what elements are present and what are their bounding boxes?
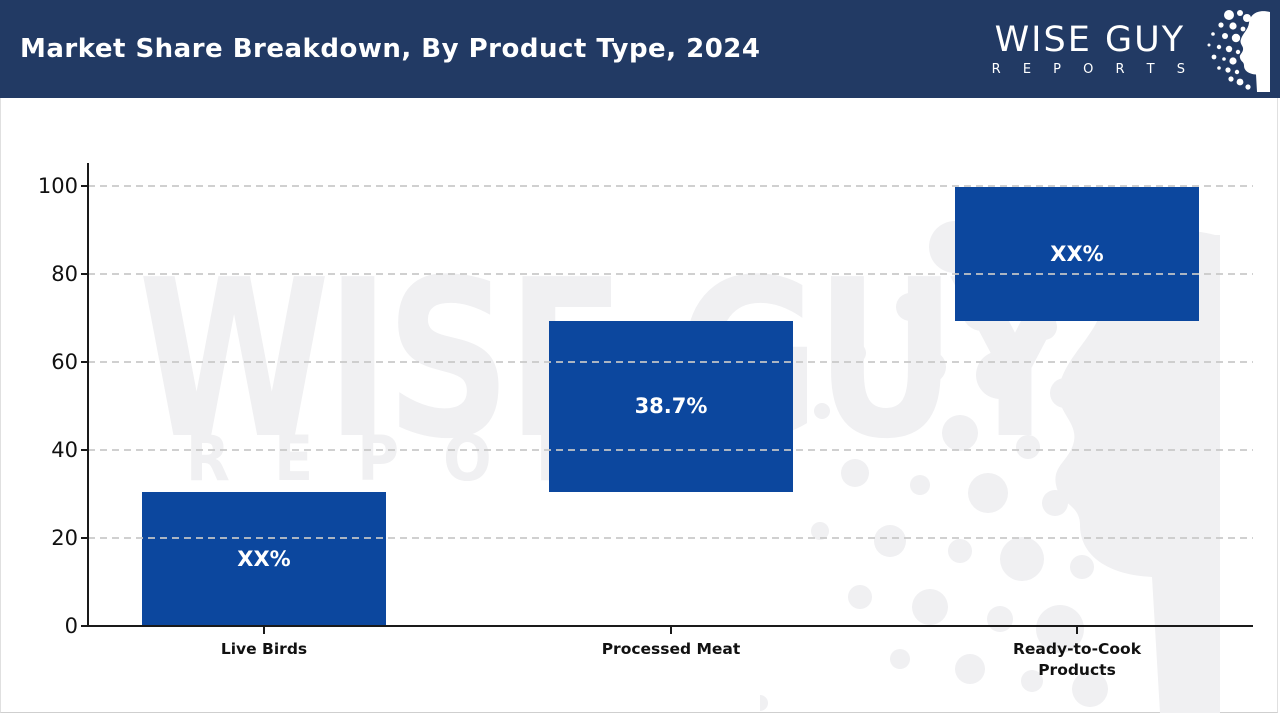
y-tick-label: 80 [51, 262, 78, 286]
y-tick [81, 537, 88, 539]
y-tick [81, 449, 88, 451]
gridline [88, 537, 1253, 539]
y-tick-label: 60 [51, 350, 78, 374]
x-axis-category-label: Processed Meat [601, 640, 741, 658]
y-tick [81, 361, 88, 363]
header-bar: Market Share Breakdown, By Product Type,… [0, 0, 1280, 98]
logo-face-icon [1207, 10, 1270, 92]
gridline [88, 449, 1253, 451]
page-title: Market Share Breakdown, By Product Type,… [20, 34, 761, 64]
bar-value-label: XX% [1050, 241, 1104, 266]
y-tick-label: 40 [51, 438, 78, 462]
bar-value-label: 38.7% [634, 394, 708, 419]
x-axis-line [87, 625, 1253, 627]
x-tick [1076, 627, 1078, 634]
y-tick-label: 0 [64, 614, 78, 638]
bar-2 [549, 321, 793, 492]
y-tick-label: 20 [51, 526, 78, 550]
x-axis-category-label: Ready-to-Cook Products [1012, 640, 1141, 679]
y-tick-label: 100 [37, 174, 78, 198]
logo-wordmark: WISE GUY [994, 20, 1186, 60]
gridline [88, 185, 1253, 187]
bar-value-label: XX% [237, 546, 291, 571]
x-tick [263, 627, 265, 634]
gridline [88, 273, 1253, 275]
logo-subtitle: R E P O R T S [991, 62, 1194, 77]
logo: WISE GUY R E P O R T S [986, 8, 1270, 92]
gridline [88, 361, 1253, 363]
x-axis-category-label: Live Birds [220, 640, 308, 658]
bar-1 [142, 491, 386, 626]
y-tick [81, 273, 88, 275]
x-tick [670, 627, 672, 634]
y-tick [81, 625, 88, 627]
y-tick [81, 185, 88, 187]
y-axis-line [87, 163, 89, 627]
